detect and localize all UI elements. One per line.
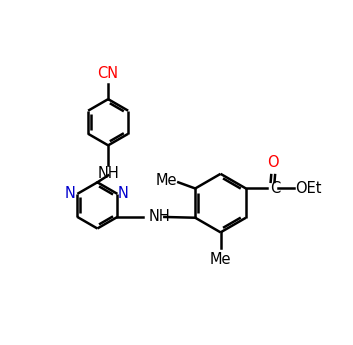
- Text: NH: NH: [148, 209, 170, 225]
- Text: OEt: OEt: [295, 181, 322, 196]
- Text: O: O: [267, 155, 279, 170]
- Text: Me: Me: [210, 252, 231, 267]
- Text: N: N: [118, 186, 129, 201]
- Text: NH: NH: [97, 166, 119, 181]
- Text: C: C: [270, 181, 281, 196]
- Text: N: N: [64, 186, 75, 201]
- Text: CN: CN: [97, 67, 119, 81]
- Text: Me: Me: [156, 173, 178, 188]
